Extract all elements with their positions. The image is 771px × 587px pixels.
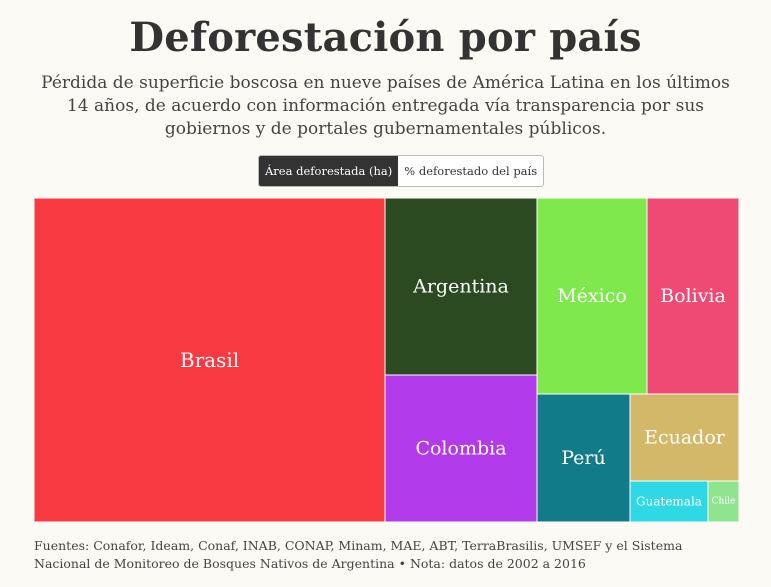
treemap-label-chile: Chile [712, 497, 736, 507]
sources-note: Fuentes: Conafor, Ideam, Conaf, INAB, CO… [34, 538, 683, 571]
treemap-cell-colombia[interactable] [384, 374, 538, 523]
treemap-label-peru: Perú [561, 447, 606, 469]
treemap-label-guatemala: Guatemala [636, 495, 702, 509]
treemap-cell-argentina[interactable] [384, 197, 538, 376]
treemap-label-bolivia: Bolivia [660, 285, 726, 307]
treemap-label-brasil: Brasil [180, 348, 239, 372]
page-subtitle: Pérdida de superficie boscosa en nueve p… [41, 73, 730, 139]
metric-toggle: Área deforestada (ha) % deforestado del … [258, 155, 545, 187]
page-title: Deforestación por país [129, 14, 642, 61]
treemap-cell-brasil[interactable] [33, 197, 386, 523]
treemap-cell-bolivia[interactable] [646, 197, 740, 395]
treemap-cell-chile[interactable] [707, 480, 740, 523]
treemap-label-mexico: México [557, 285, 627, 307]
treemap-cell-ecuador[interactable] [629, 393, 740, 482]
treemap-label-argentina: Argentina [412, 276, 509, 298]
toggle-area-button[interactable]: Área deforestada (ha) [259, 156, 399, 186]
treemap-cell-mexico[interactable] [536, 197, 648, 395]
toggle-percent-button[interactable]: % deforestado del país [398, 156, 544, 186]
treemap-cell-guatemala[interactable] [629, 480, 709, 523]
treemap-label-colombia: Colombia [415, 438, 506, 460]
treemap-label-ecuador: Ecuador [644, 427, 726, 449]
treemap-cell-peru[interactable] [536, 393, 631, 523]
